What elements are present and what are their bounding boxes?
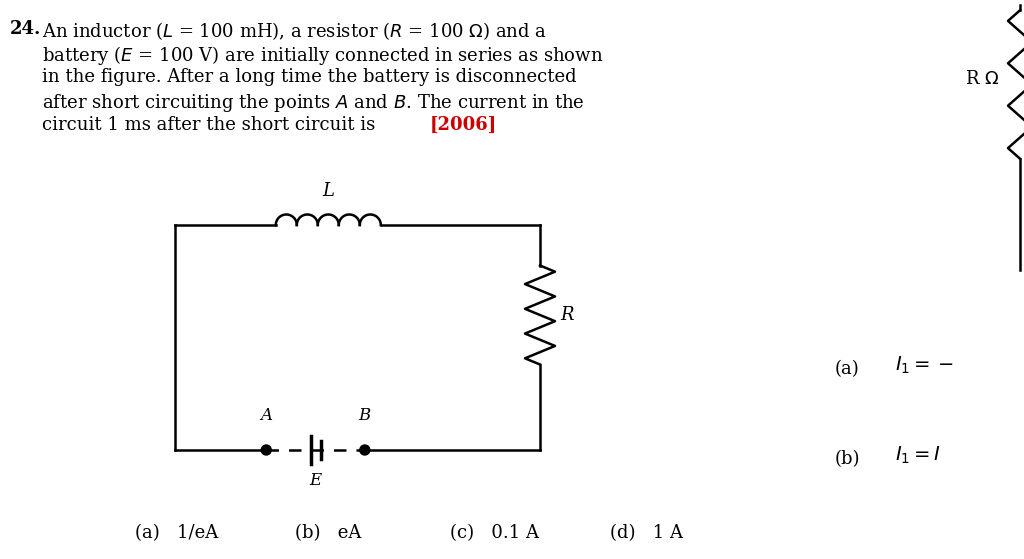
Text: R: R [560, 306, 573, 324]
Text: circuit 1 ms after the short circuit is: circuit 1 ms after the short circuit is [42, 116, 375, 134]
Text: (a): (a) [835, 360, 860, 378]
Text: (d)   1 A: (d) 1 A [610, 524, 683, 542]
Text: B: B [358, 407, 371, 424]
Text: in the figure. After a long time the battery is disconnected: in the figure. After a long time the bat… [42, 68, 577, 86]
Text: (b)   eA: (b) eA [295, 524, 361, 542]
Text: [2006]: [2006] [430, 116, 498, 134]
Text: An inductor ($L$ = 100 mH), a resistor ($R$ = 100 $\Omega$) and a: An inductor ($L$ = 100 mH), a resistor (… [42, 20, 547, 42]
Text: (c)   0.1 A: (c) 0.1 A [450, 524, 539, 542]
Circle shape [261, 445, 271, 455]
Text: after short circuiting the points $A$ and $B$. The current in the: after short circuiting the points $A$ an… [42, 92, 585, 114]
Text: R $\Omega$: R $\Omega$ [965, 70, 999, 88]
Text: $I_1 = -$: $I_1 = -$ [895, 355, 954, 376]
Text: 24.: 24. [10, 20, 41, 38]
Text: (a)   1/eA: (a) 1/eA [135, 524, 218, 542]
Text: battery ($E$ = 100 V) are initially connected in series as shown: battery ($E$ = 100 V) are initially conn… [42, 44, 603, 67]
Circle shape [359, 445, 370, 455]
Text: $I_1 = I$: $I_1 = I$ [895, 445, 941, 466]
Text: E: E [309, 472, 322, 489]
Text: L: L [323, 182, 334, 201]
Text: A: A [260, 407, 272, 424]
Text: (b): (b) [835, 450, 860, 468]
